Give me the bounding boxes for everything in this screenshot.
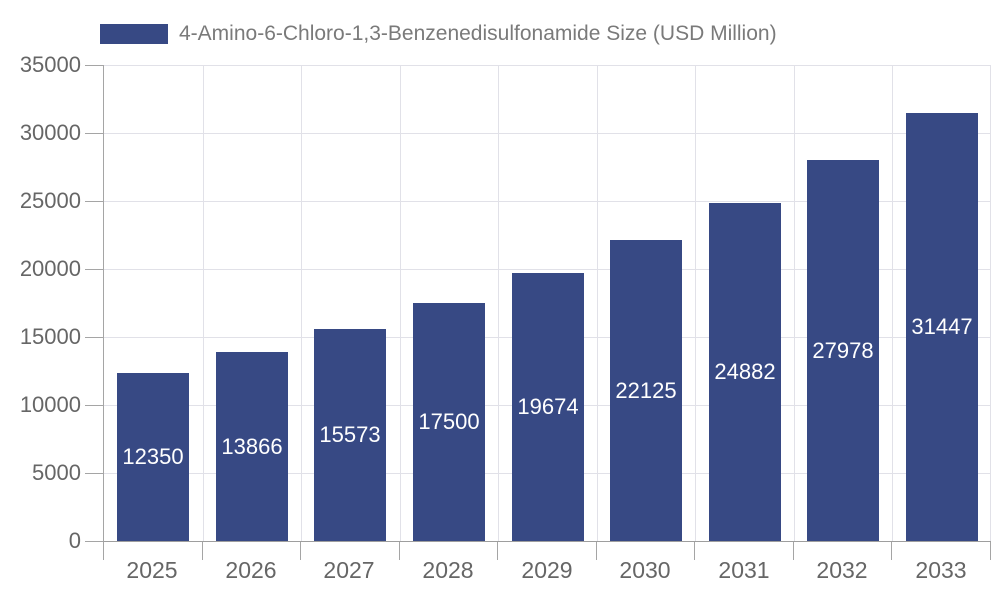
y-axis-tick-label: 10000 (19, 392, 81, 417)
y-gridline (104, 65, 991, 66)
bar-value-label: 17500 (418, 409, 480, 434)
bar[interactable]: 19674 (512, 273, 584, 541)
bar[interactable]: 31447 (906, 113, 978, 541)
x-axis-tick (103, 542, 104, 560)
legend-swatch (100, 24, 168, 44)
x-gridline (990, 65, 991, 541)
bar[interactable]: 13866 (216, 352, 288, 541)
y-axis-tick-label: 25000 (19, 188, 81, 213)
y-gridline (104, 269, 991, 270)
x-axis-tick (990, 542, 991, 560)
x-axis-tick-label: 2025 (126, 557, 178, 583)
bar-value-label: 27978 (812, 337, 874, 363)
x-gridline (597, 65, 598, 541)
x-gridline (794, 65, 795, 541)
y-axis-tick (85, 269, 103, 270)
x-gridline (892, 65, 893, 541)
x-axis-tick (596, 542, 597, 560)
y-axis-tick-label: 30000 (19, 120, 81, 145)
y-axis-tick (85, 541, 103, 542)
y-axis-tick (85, 201, 103, 202)
bar[interactable]: 17500 (413, 303, 485, 541)
bar[interactable]: 15573 (314, 329, 386, 541)
y-axis-tick (85, 473, 103, 474)
x-axis-tick-label: 2026 (225, 557, 277, 583)
x-gridline (400, 65, 401, 541)
bar-value-label: 13866 (221, 433, 283, 459)
y-gridline (104, 133, 991, 134)
x-axis-tick (694, 542, 695, 560)
bar[interactable]: 22125 (610, 240, 682, 541)
x-axis-tick (399, 542, 400, 560)
x-axis-tick-label: 2028 (422, 557, 474, 583)
bar-value-label: 12350 (122, 444, 184, 469)
y-gridline (104, 201, 991, 202)
legend-label: 4-Amino-6-Chloro-1,3-Benzenedisulfonamid… (179, 22, 777, 45)
bar[interactable]: 27978 (807, 160, 879, 541)
x-axis-tick-label: 2027 (323, 557, 375, 583)
bar-value-label: 19674 (517, 394, 579, 419)
x-axis-tick-label: 2032 (816, 557, 868, 583)
x-axis-tick-label: 2029 (521, 557, 573, 583)
y-axis-tick (85, 405, 103, 406)
x-gridline (203, 65, 204, 541)
x-gridline (301, 65, 302, 541)
y-axis-tick-label: 5000 (32, 460, 81, 485)
y-axis-tick-label: 15000 (19, 324, 81, 349)
x-gridline (695, 65, 696, 541)
x-axis-tick (202, 542, 203, 560)
x-axis-tick-label: 2033 (915, 557, 967, 583)
bar[interactable]: 12350 (117, 373, 189, 541)
x-axis-tick-label: 2031 (718, 557, 770, 583)
x-gridline (498, 65, 499, 541)
bar-value-label: 24882 (714, 359, 776, 384)
y-axis-tick (85, 337, 103, 338)
x-axis-tick (300, 542, 301, 560)
y-axis-tick-label: 20000 (19, 256, 81, 281)
plot-area: 12350 13866 15573 17500 19674 22125 24882 27978… (103, 65, 991, 542)
bar-value-label: 15573 (319, 422, 381, 447)
x-axis-tick-label: 2030 (619, 557, 671, 583)
bar-value-label: 22125 (615, 377, 677, 403)
bar[interactable]: 24882 (709, 203, 781, 541)
y-axis-tick-label: 35000 (19, 52, 81, 77)
y-axis-tick (85, 133, 103, 134)
y-axis-tick-label: 0 (68, 528, 81, 553)
x-axis-tick (793, 542, 794, 560)
bar-value-label: 31447 (911, 314, 973, 339)
x-axis-tick (497, 542, 498, 560)
legend[interactable]: 4-Amino-6-Chloro-1,3-Benzenedisulfonamid… (100, 22, 777, 46)
x-axis-tick (891, 542, 892, 560)
y-axis-tick (85, 65, 103, 66)
